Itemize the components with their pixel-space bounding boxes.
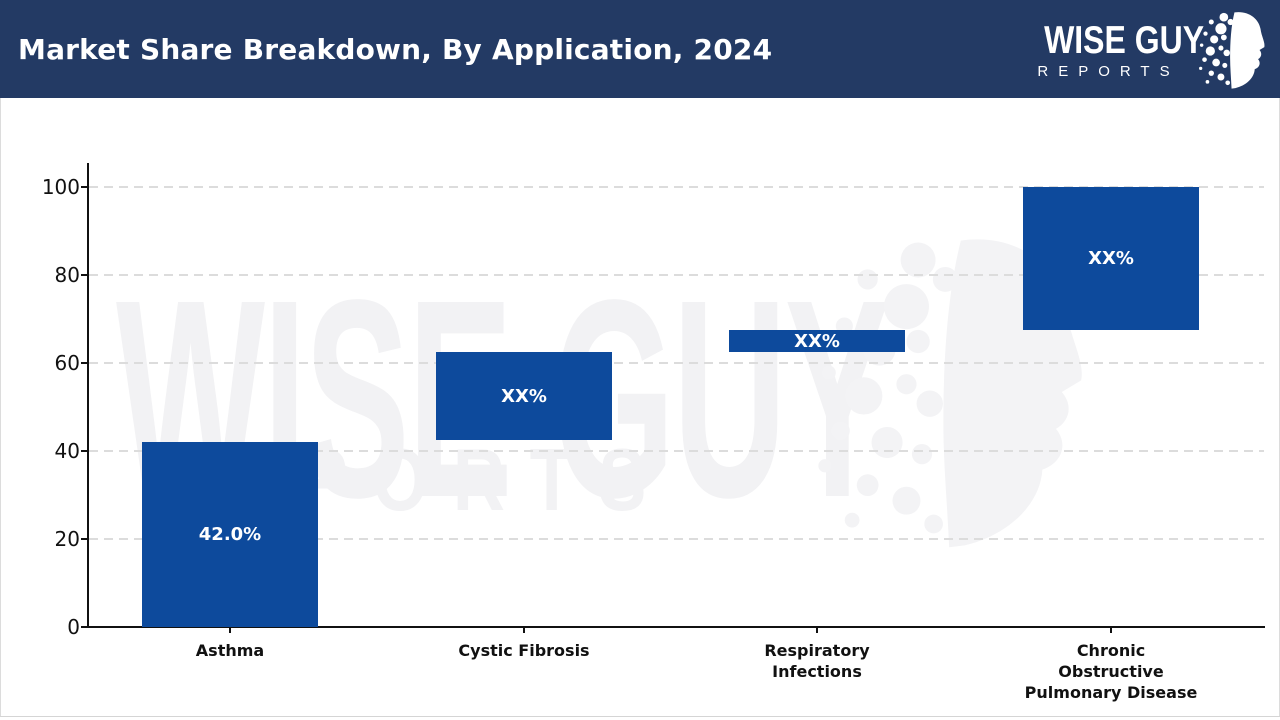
- bar-respiratory-infections: XX%: [729, 330, 905, 352]
- y-tick-80: [81, 274, 87, 276]
- gridline-20: [89, 538, 1264, 540]
- x-tick-asthma: [229, 628, 231, 633]
- bar-value-label: 42.0%: [198, 524, 262, 546]
- logo-subtext: REPORTS: [1037, 62, 1180, 80]
- y-axis-spine: [87, 163, 89, 628]
- frame-left-border: [0, 98, 1, 716]
- y-tick-label-0: 0: [67, 615, 80, 639]
- x-category-line: Infections: [772, 662, 862, 681]
- x-category-line: Asthma: [195, 641, 265, 660]
- x-category-line: Pulmonary Disease: [1024, 683, 1198, 702]
- logo-wordmark: WISE GUY: [1044, 18, 1204, 62]
- frame-bottom-border: [0, 716, 1280, 717]
- x-category-line: Obstructive: [1058, 662, 1164, 681]
- y-tick-100: [81, 186, 87, 188]
- bar-chronic-obstructive-pulmonary-disease: XX%: [1023, 187, 1199, 330]
- logo-text: WISE GUY REPORTS: [1009, 21, 1204, 80]
- page-title: Market Share Breakdown, By Application, …: [18, 32, 773, 66]
- bar-value-label: XX%: [794, 330, 840, 352]
- x-category-line: Chronic: [1076, 641, 1146, 660]
- y-tick-20: [81, 538, 87, 540]
- x-category-label-chronic-obstructive-pulmonary-disease: Chronic Obstructive Pulmonary Disease: [991, 640, 1231, 703]
- x-tick-respiratory-infections: [816, 628, 818, 633]
- y-tick-label-40: 40: [54, 439, 80, 463]
- x-category-label-respiratory-infections: Respiratory Infections: [697, 640, 937, 682]
- y-tick-60: [81, 362, 87, 364]
- bar-cystic-fibrosis: XX%: [436, 352, 612, 440]
- gridline-60: [89, 362, 1264, 364]
- y-tick-label-100: 100: [41, 175, 80, 199]
- x-tick-chronic-obstructive-pulmonary-disease: [1110, 628, 1112, 633]
- x-category-label-cystic-fibrosis: Cystic Fibrosis: [404, 640, 644, 661]
- x-tick-cystic-fibrosis: [523, 628, 525, 633]
- wise-guy-logo: WISE GUY REPORTS: [1009, 6, 1274, 94]
- logo-head-icon: [1192, 8, 1274, 92]
- gridline-40: [89, 450, 1264, 452]
- y-tick-40: [81, 450, 87, 452]
- y-tick-label-80: 80: [54, 263, 80, 287]
- x-category-line: Respiratory: [764, 641, 870, 660]
- x-category-line: Cystic Fibrosis: [458, 641, 590, 660]
- bar-value-label: XX%: [1088, 248, 1134, 269]
- x-axis-spine: [87, 626, 1265, 628]
- y-tick-0: [81, 626, 87, 628]
- y-tick-label-60: 60: [54, 351, 80, 375]
- x-category-label-asthma: Asthma: [110, 640, 350, 661]
- gridline-80: [89, 274, 1264, 276]
- bar-asthma: 42.0%: [142, 442, 318, 627]
- bar-value-label: XX%: [501, 385, 547, 407]
- y-tick-label-20: 20: [54, 527, 80, 551]
- header-bar: Market Share Breakdown, By Application, …: [0, 0, 1280, 98]
- gridline-100: [89, 186, 1264, 188]
